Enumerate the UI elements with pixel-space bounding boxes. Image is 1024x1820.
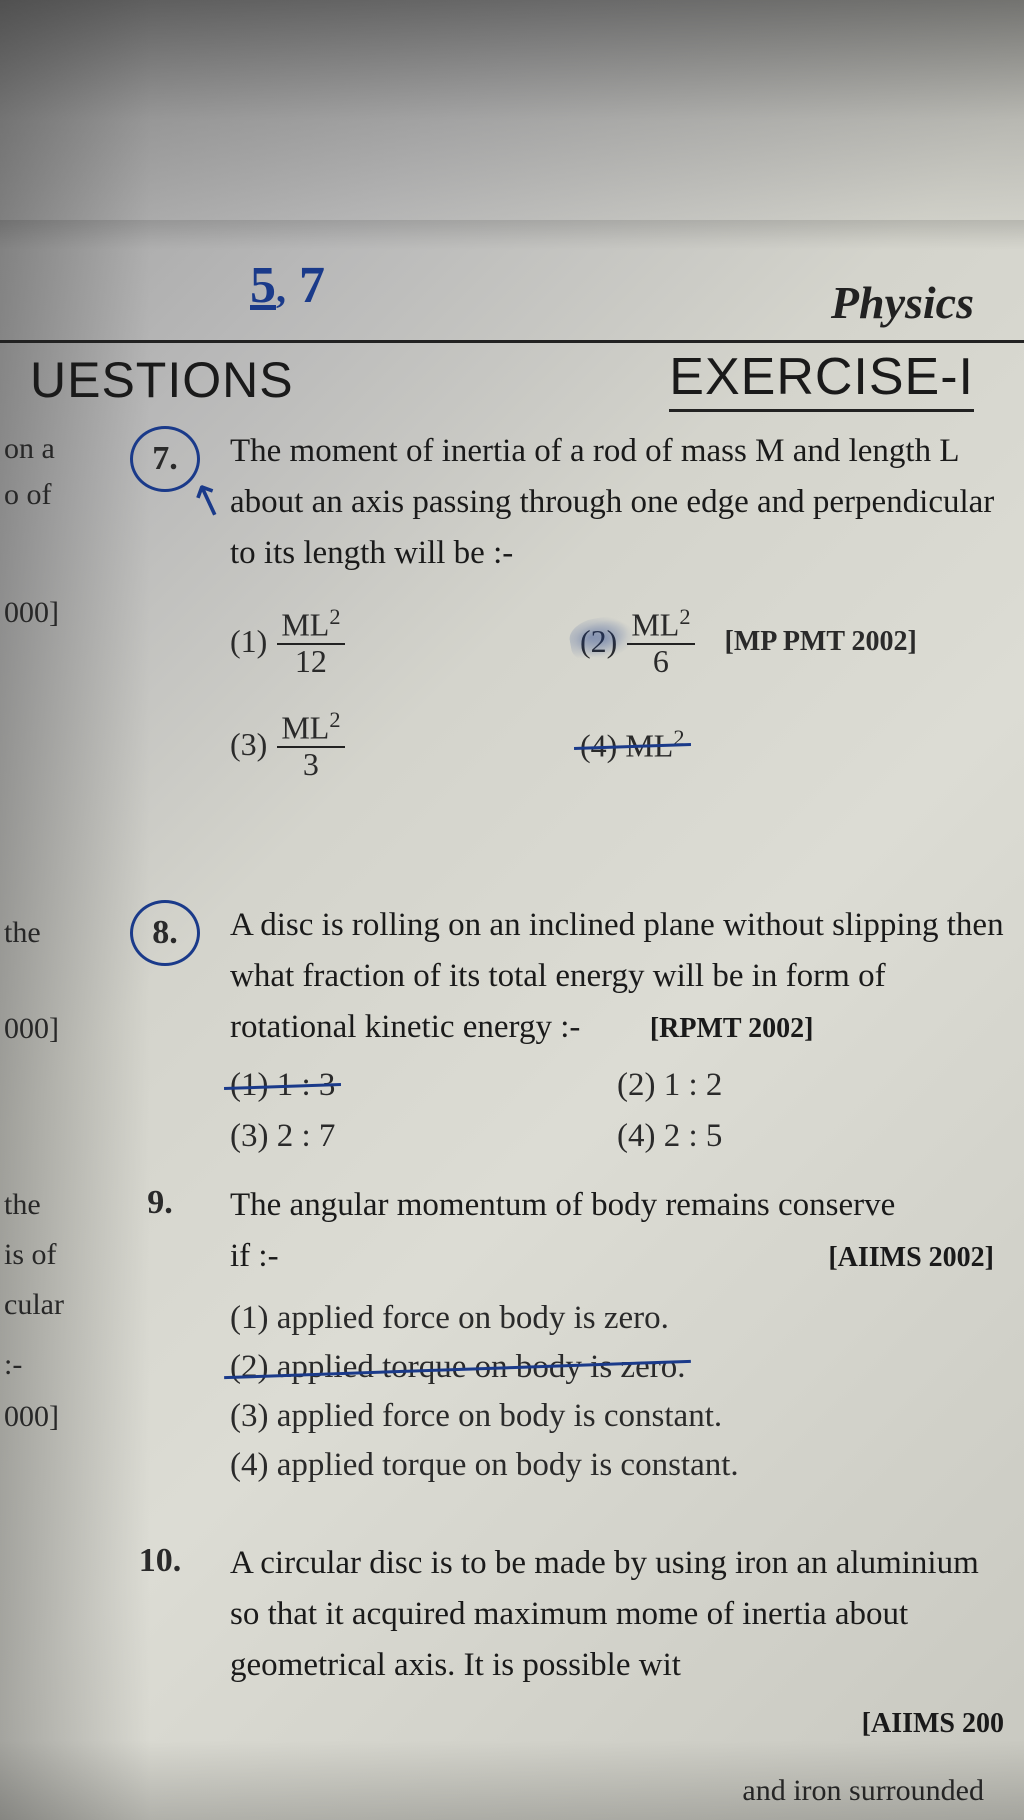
- option-8-3: (3) 2 : 7: [230, 1118, 617, 1155]
- margin-fragment: cular: [0, 1288, 114, 1322]
- question-8: 8. A disc is rolling on an inclined plan…: [130, 900, 1004, 1155]
- question-9: 9. The angular momentum of body remains …: [130, 1180, 1004, 1496]
- denominator: 3: [299, 748, 323, 782]
- photo-shadow-left: [0, 0, 150, 1820]
- question-7: 7. ↖ The moment of inertia of a rod of m…: [130, 426, 1004, 811]
- option-row: (1) ML2 12 (2) ML2 6 [MP PMT 2002]: [230, 605, 1004, 678]
- margin-fragment: 000]: [0, 1400, 114, 1434]
- option-7-1: (1) ML2 12: [230, 605, 470, 678]
- question-number-10: 10.: [130, 1538, 190, 1580]
- exam-tag: [MP PMT 2002]: [725, 626, 917, 658]
- handwritten-five: 5: [250, 257, 276, 314]
- option-7-4: (4) ML2: [580, 725, 820, 765]
- exam-tag: [RPMT 2002]: [650, 1013, 814, 1044]
- exam-tag-partial: [AIIMS 200: [862, 1708, 1004, 1739]
- option-9-1: (1) applied force on body is zero.: [230, 1300, 1004, 1337]
- option-7-2: (2) ML2 6 [MP PMT 2002]: [580, 605, 917, 678]
- numerator: ML2: [277, 605, 344, 644]
- question-7-options: (1) ML2 12 (2) ML2 6 [MP PMT 2002]: [230, 605, 1004, 781]
- cutoff-text: and iron surrounded: [742, 1774, 984, 1808]
- fraction: ML2 12: [277, 605, 344, 678]
- option-9-3: (3) applied force on body is constant.: [230, 1398, 1004, 1435]
- handwritten-seven: 7: [299, 257, 325, 314]
- denominator: 12: [291, 645, 331, 679]
- question-8-text: A disc is rolling on an inclined plane w…: [230, 900, 1004, 1053]
- option-8-2: (2) 1 : 2: [617, 1067, 1004, 1104]
- textbook-page: 5, 7 Physics UESTIONS EXERCISE-I on a o …: [0, 0, 1024, 1820]
- margin-fragment: o of: [0, 478, 114, 512]
- option-9-2: (2) applied torque on body is zero.: [230, 1349, 1004, 1386]
- question-8-options: (1) 1 : 3 (2) 1 : 2 (3) 2 : 7 (4) 2 : 5: [230, 1067, 1004, 1155]
- subject-heading: Physics: [831, 276, 974, 329]
- question-number-9: 9.: [130, 1180, 190, 1222]
- option-row: (3) ML2 3 (4) ML2: [230, 708, 1004, 781]
- question-7-text: The moment of inertia of a rod of mass M…: [230, 426, 1004, 579]
- exam-tag: [AIIMS 2002]: [828, 1236, 994, 1279]
- question-10-text: A circular disc is to be made by using i…: [230, 1538, 1004, 1749]
- margin-fragment: is of: [0, 1238, 114, 1272]
- margin-fragment: the: [0, 1188, 114, 1222]
- exercise-label: EXERCISE-I: [669, 343, 974, 412]
- denominator: 6: [649, 645, 673, 679]
- handwritten-numbers: 5, 7: [250, 260, 325, 312]
- circle-mark: 7.: [130, 426, 200, 492]
- numerator: ML2: [277, 708, 344, 747]
- question-number-7: 7.: [130, 426, 190, 492]
- questions-label: UESTIONS: [30, 347, 294, 409]
- option-9-4: (4) applied torque on body is constant.: [230, 1447, 1004, 1484]
- margin-fragment: the: [0, 916, 114, 950]
- circle-mark: 8.: [130, 900, 200, 966]
- page-crease: [0, 220, 1024, 250]
- margin-fragment: :-: [0, 1348, 114, 1382]
- question-number-8: 8.: [130, 900, 190, 966]
- margin-fragment: 000]: [0, 1012, 114, 1046]
- option-8-4: (4) 2 : 5: [617, 1118, 1004, 1155]
- numerator: ML2: [627, 605, 694, 644]
- option-label: (2): [580, 623, 617, 660]
- photo-shadow-top: [0, 0, 1024, 240]
- question-10: 10. A circular disc is to be made by usi…: [130, 1538, 1004, 1749]
- handwritten-comma: ,: [276, 266, 286, 311]
- heading-row: UESTIONS EXERCISE-I: [0, 340, 1024, 412]
- option-label: (1): [230, 623, 267, 660]
- question-9-text: The angular momentum of body remains con…: [230, 1180, 1004, 1282]
- option-label: (3): [230, 726, 267, 763]
- option-7-3: (3) ML2 3: [230, 708, 470, 781]
- option-8-1: (1) 1 : 3: [230, 1067, 617, 1104]
- margin-fragment: 000]: [0, 596, 114, 630]
- option-label-struck: (4) ML2: [580, 725, 685, 765]
- question-9-if-row: if :- [AIIMS 2002]: [230, 1231, 1004, 1282]
- question-9-options: (1) applied force on body is zero. (2) a…: [230, 1300, 1004, 1484]
- fraction: ML2 3: [277, 708, 344, 781]
- margin-fragment: on a: [0, 432, 114, 466]
- fraction: ML2 6: [627, 605, 694, 678]
